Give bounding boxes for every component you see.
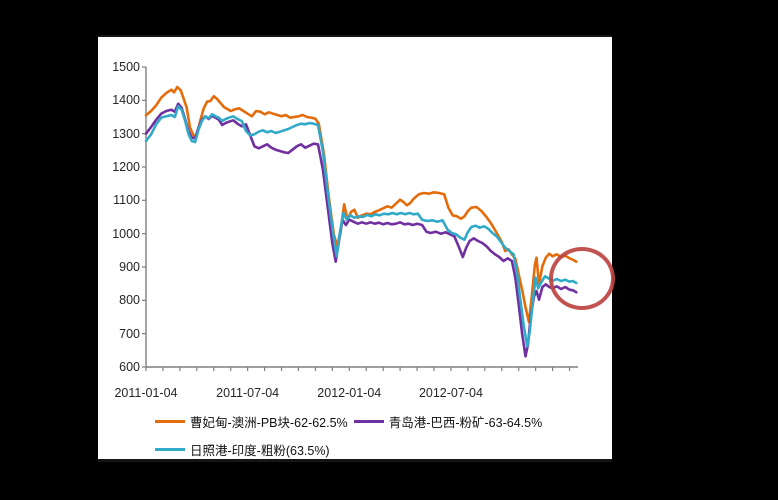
y-axis-label: 1300 — [112, 126, 140, 141]
legend-item: 青岛港-巴西-粉矿-63-64.5% — [353, 412, 543, 431]
legend-label: 日照港-印度-粗粉(63.5%) — [190, 443, 330, 458]
legend-label: 青岛港-巴西-粉矿-63-64.5% — [388, 415, 543, 430]
legend-item: 曹妃甸-澳洲-PB块-62-62.5% — [155, 412, 348, 431]
legend: 曹妃甸-澳洲-PB块-62-62.5% 青岛港-巴西-粉矿-63-64.5% 日照港… — [155, 407, 548, 463]
legend-swatch — [155, 447, 185, 451]
y-axis-label: 1500 — [112, 60, 140, 74]
y-axis-label: 1100 — [113, 193, 140, 208]
y-axis-label: 1000 — [112, 226, 140, 241]
y-axis-label: 1200 — [112, 160, 140, 174]
chart-canvas — [142, 66, 578, 371]
legend-row: 日照港-印度-粗粉(63.5%) — [155, 435, 548, 463]
legend-swatch — [353, 419, 384, 423]
y-axis-label: 700 — [119, 326, 140, 341]
chart-panel: 1500 1400 1300 1200 1100 1000 900 800 700 600 201… — [98, 35, 612, 462]
y-axis-label: 900 — [119, 260, 140, 274]
legend-swatch — [155, 419, 185, 423]
y-axis-label: 800 — [119, 293, 140, 308]
legend-item: 日照港-印度-粗粉(63.5%) — [155, 440, 330, 459]
annotation-circle — [549, 247, 615, 310]
series-line-0 — [144, 85, 578, 324]
legend-row: 曹妃甸-澳洲-PB块-62-62.5% 青岛港-巴西-粉矿-63-64.5% — [155, 407, 548, 435]
y-axis-label: 600 — [119, 360, 140, 374]
x-axis-label: 2011-07-04 — [216, 386, 280, 400]
series-line-2 — [144, 104, 578, 348]
legend-label: 曹妃甸-澳洲-PB块-62-62.5% — [190, 415, 348, 430]
x-axis-label: 2011-01-04 — [114, 386, 178, 400]
y-axis-label: 1400 — [112, 93, 140, 108]
series-line-1 — [144, 102, 578, 358]
x-axis-label: 2012-01-04 — [317, 386, 382, 400]
x-axis-label: 2012-07-04 — [418, 386, 483, 400]
